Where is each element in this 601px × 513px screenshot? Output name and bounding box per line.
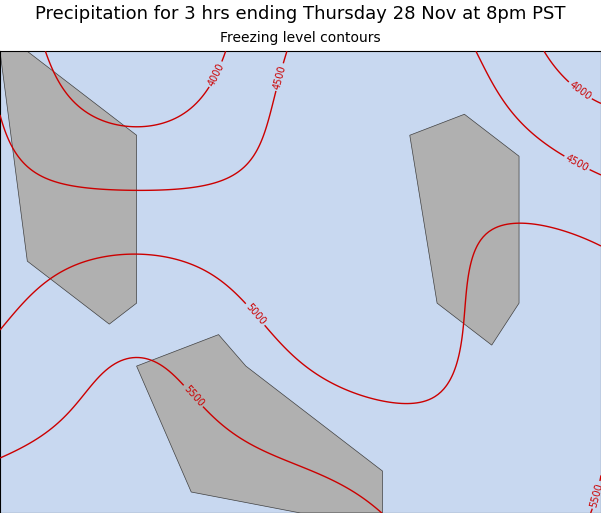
- Text: 4500: 4500: [272, 64, 287, 90]
- Text: Precipitation for 3 hrs ending Thursday 28 Nov at 8pm PST: Precipitation for 3 hrs ending Thursday …: [35, 5, 566, 24]
- Text: 5000: 5000: [243, 302, 267, 327]
- Polygon shape: [410, 114, 519, 345]
- Text: 5500: 5500: [182, 384, 206, 408]
- Text: 5500: 5500: [588, 482, 601, 508]
- Text: 4500: 4500: [564, 153, 590, 173]
- Polygon shape: [0, 51, 136, 324]
- Text: 4000: 4000: [567, 80, 593, 102]
- Text: Freezing level contours: Freezing level contours: [220, 31, 381, 46]
- Text: 4000: 4000: [206, 62, 226, 88]
- Polygon shape: [136, 334, 382, 513]
